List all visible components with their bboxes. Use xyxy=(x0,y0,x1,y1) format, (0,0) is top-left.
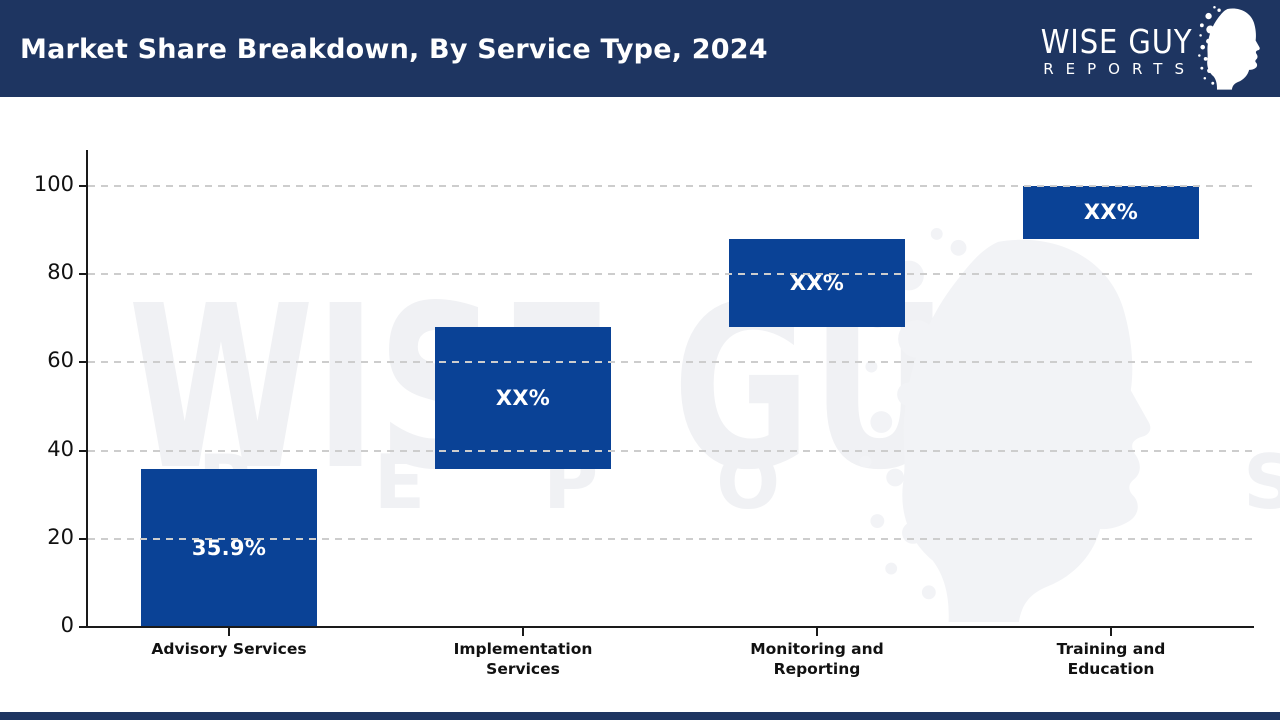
bar-1: XX% xyxy=(435,327,611,469)
y-tick-label: 0 xyxy=(60,613,74,637)
gridline-60 xyxy=(88,361,1252,364)
bar-2: XX% xyxy=(729,238,905,328)
bar-value-label: XX% xyxy=(495,385,551,410)
gridline-100 xyxy=(88,185,1252,187)
x-tick-mark xyxy=(1110,628,1112,636)
header-bar: Market Share Breakdown, By Service Type,… xyxy=(0,0,1280,97)
logo-subtitle: REPORTS xyxy=(1043,60,1196,78)
footer-bar xyxy=(0,712,1280,720)
y-tick-mark xyxy=(79,537,87,540)
wise-guy-reports-logo: WISE GUY REPORTS xyxy=(968,0,1268,97)
y-tick-mark xyxy=(79,449,87,452)
y-tick-label: 80 xyxy=(47,260,74,285)
y-tick-mark xyxy=(79,626,87,628)
y-tick-mark xyxy=(79,361,87,364)
bar-0: 35.9% xyxy=(141,468,317,627)
gridline-20 xyxy=(88,537,1252,540)
x-axis-line xyxy=(86,626,1254,628)
y-tick-label: 60 xyxy=(47,348,74,373)
gridline-80 xyxy=(88,273,1252,276)
bar-3: XX% xyxy=(1023,186,1199,239)
bar-value-label: XX% xyxy=(1083,200,1139,225)
y-axis-line xyxy=(86,150,88,628)
logo-face-icon xyxy=(1196,6,1264,90)
x-tick-mark xyxy=(522,628,524,636)
y-tick-mark xyxy=(79,273,87,276)
bar-value-label: 35.9% xyxy=(191,535,267,560)
page-title: Market Share Breakdown, By Service Type,… xyxy=(20,34,768,65)
x-category-label: Training and Education xyxy=(1056,640,1166,679)
y-tick-label: 40 xyxy=(47,436,74,461)
x-tick-mark xyxy=(816,628,818,636)
gridline-40 xyxy=(88,449,1252,452)
logo-wordmark: WISE GUY xyxy=(1041,22,1193,61)
x-category-label: Implementation Services xyxy=(453,640,593,679)
y-tick-mark xyxy=(79,185,87,187)
x-category-label: Monitoring and Reporting xyxy=(750,640,884,679)
x-category-label: Advisory Services xyxy=(151,640,307,658)
y-tick-label: 20 xyxy=(47,524,74,549)
x-tick-mark xyxy=(228,628,230,636)
y-tick-label: 100 xyxy=(33,172,74,196)
